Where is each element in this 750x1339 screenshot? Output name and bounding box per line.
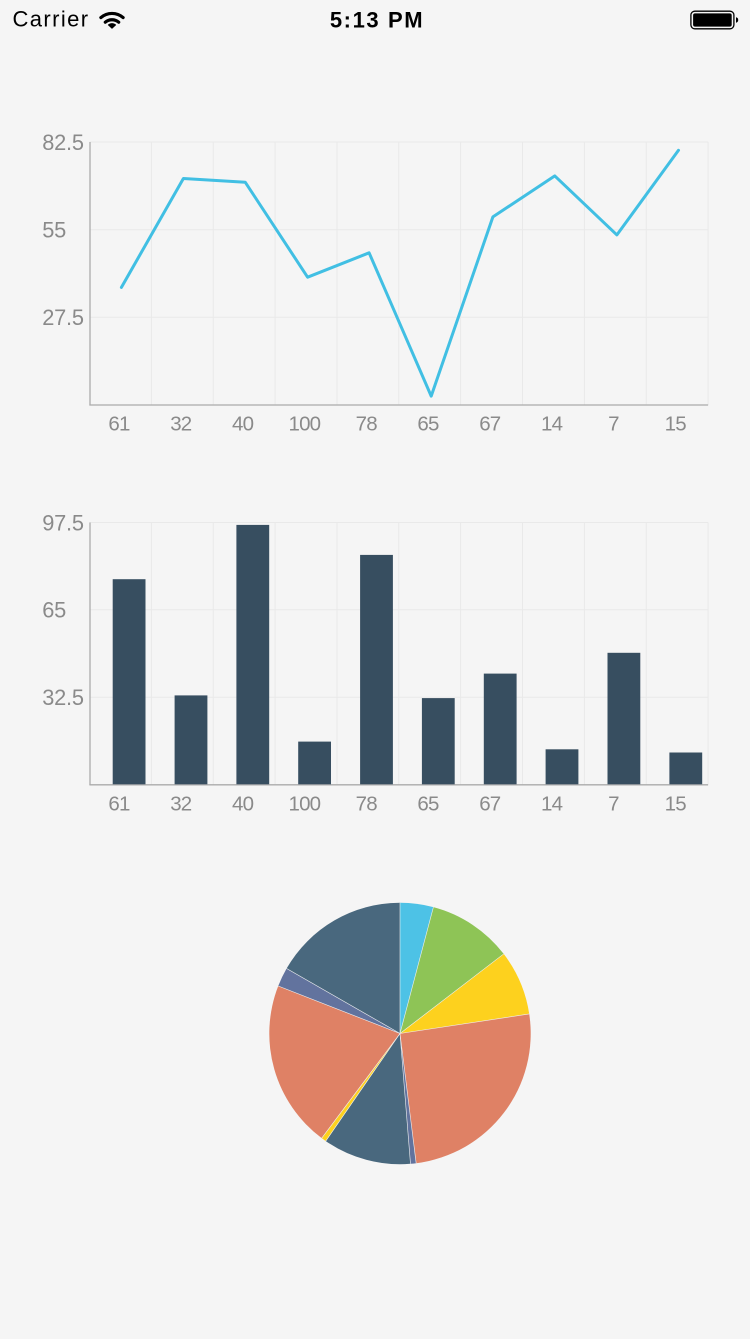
svg-text:40: 40	[232, 793, 254, 816]
svg-text:27.5: 27.5	[42, 305, 84, 330]
svg-text:78: 78	[356, 413, 378, 436]
svg-text:100: 100	[288, 793, 320, 816]
svg-text:40: 40	[232, 413, 254, 436]
svg-text:78: 78	[356, 793, 378, 816]
svg-text:67: 67	[479, 793, 501, 816]
svg-text:32.5: 32.5	[42, 685, 84, 710]
svg-text:32: 32	[170, 413, 192, 436]
svg-text:7: 7	[608, 793, 619, 816]
svg-text:65: 65	[417, 793, 439, 816]
svg-text:100: 100	[288, 413, 320, 436]
svg-text:65: 65	[42, 598, 66, 623]
svg-text:61: 61	[108, 793, 130, 816]
svg-text:65: 65	[417, 413, 439, 436]
svg-text:55: 55	[42, 218, 66, 243]
svg-text:7: 7	[608, 413, 619, 436]
svg-text:67: 67	[479, 413, 501, 436]
svg-text:15: 15	[665, 793, 687, 816]
svg-text:61: 61	[108, 413, 130, 436]
svg-text:82.5: 82.5	[42, 130, 84, 155]
svg-text:5:13 PM: 5:13 PM	[330, 7, 424, 32]
svg-text:14: 14	[541, 793, 563, 816]
svg-text:97.5: 97.5	[42, 510, 84, 535]
svg-text:14: 14	[541, 413, 563, 436]
svg-text:15: 15	[665, 413, 687, 436]
svg-text:32: 32	[170, 793, 192, 816]
svg-text:Carrier: Carrier	[13, 7, 90, 32]
